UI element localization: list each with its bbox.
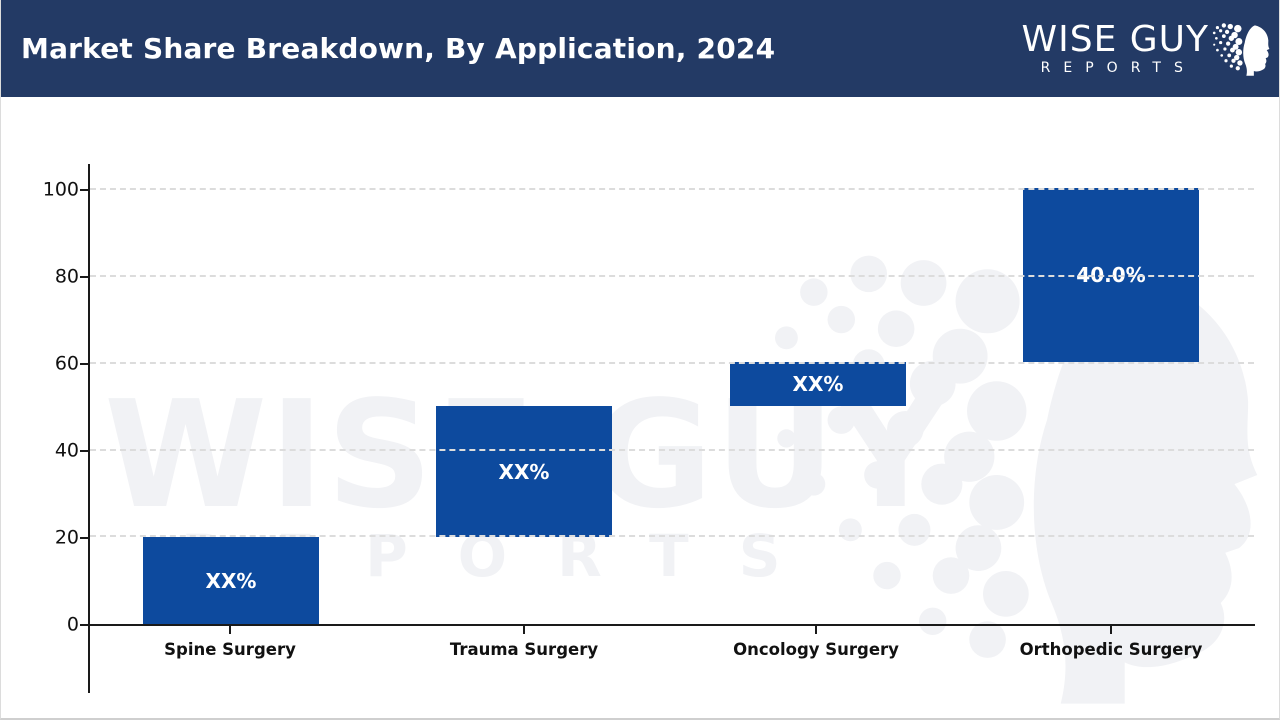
y-tick-label-100: 100	[42, 178, 79, 201]
x-axis-line	[88, 624, 1255, 626]
y-tick-80	[80, 276, 88, 278]
y-tick-label-20: 20	[54, 526, 79, 549]
gridline-40	[90, 449, 1254, 451]
x-label-trauma-surgery: Trauma Surgery	[449, 640, 599, 659]
gridline-20	[90, 535, 1254, 537]
y-tick-20	[80, 537, 88, 539]
logo-reports-text: REPORTS	[1040, 60, 1196, 76]
bar-oncology-surgery: XX%	[730, 362, 906, 406]
y-tick-0	[80, 624, 88, 626]
bar-label-spine-surgery: XX%	[205, 568, 257, 593]
x-tick-spine-surgery	[229, 626, 231, 634]
y-tick-40	[80, 450, 88, 452]
y-tick-100	[80, 189, 88, 191]
y-axis-line	[88, 164, 90, 693]
y-tick-label-60: 60	[54, 352, 79, 375]
gridline-60	[90, 362, 1254, 364]
x-label-spine-surgery: Spine Surgery	[164, 640, 296, 659]
x-tick-trauma-surgery	[523, 626, 525, 634]
waterfall-chart: WISE GUY REPORTS XX% XX% XX% 40.0%	[1, 97, 1280, 720]
page-title: Market Share Breakdown, By Application, …	[21, 32, 776, 65]
y-tick-label-40: 40	[54, 439, 79, 462]
wiseguy-logo: WISE GUY REPORTS	[1022, 9, 1280, 89]
header-bar: Market Share Breakdown, By Application, …	[1, 0, 1280, 97]
y-tick-60	[80, 363, 88, 365]
y-tick-label-80: 80	[54, 265, 79, 288]
y-tick-label-0: 0	[66, 613, 79, 636]
gridline-100	[90, 188, 1254, 190]
bar-trauma-surgery: XX%	[436, 406, 612, 537]
logo-wiseguy-text: WISE GUY	[1021, 19, 1209, 60]
wiseguy-head-icon	[1211, 9, 1271, 89]
bar-label-oncology-surgery: XX%	[792, 372, 844, 396]
bar-spine-surgery: XX%	[143, 537, 319, 624]
x-tick-oncology-surgery	[815, 626, 817, 634]
gridline-80	[90, 275, 1254, 277]
bar-label-trauma-surgery: XX%	[498, 459, 550, 484]
x-label-orthopedic-surgery: Orthopedic Surgery	[1019, 640, 1203, 659]
logo-text: WISE GUY REPORTS	[1021, 19, 1210, 76]
x-label-oncology-surgery: Oncology Surgery	[733, 640, 899, 659]
x-tick-orthopedic-surgery	[1110, 626, 1112, 634]
